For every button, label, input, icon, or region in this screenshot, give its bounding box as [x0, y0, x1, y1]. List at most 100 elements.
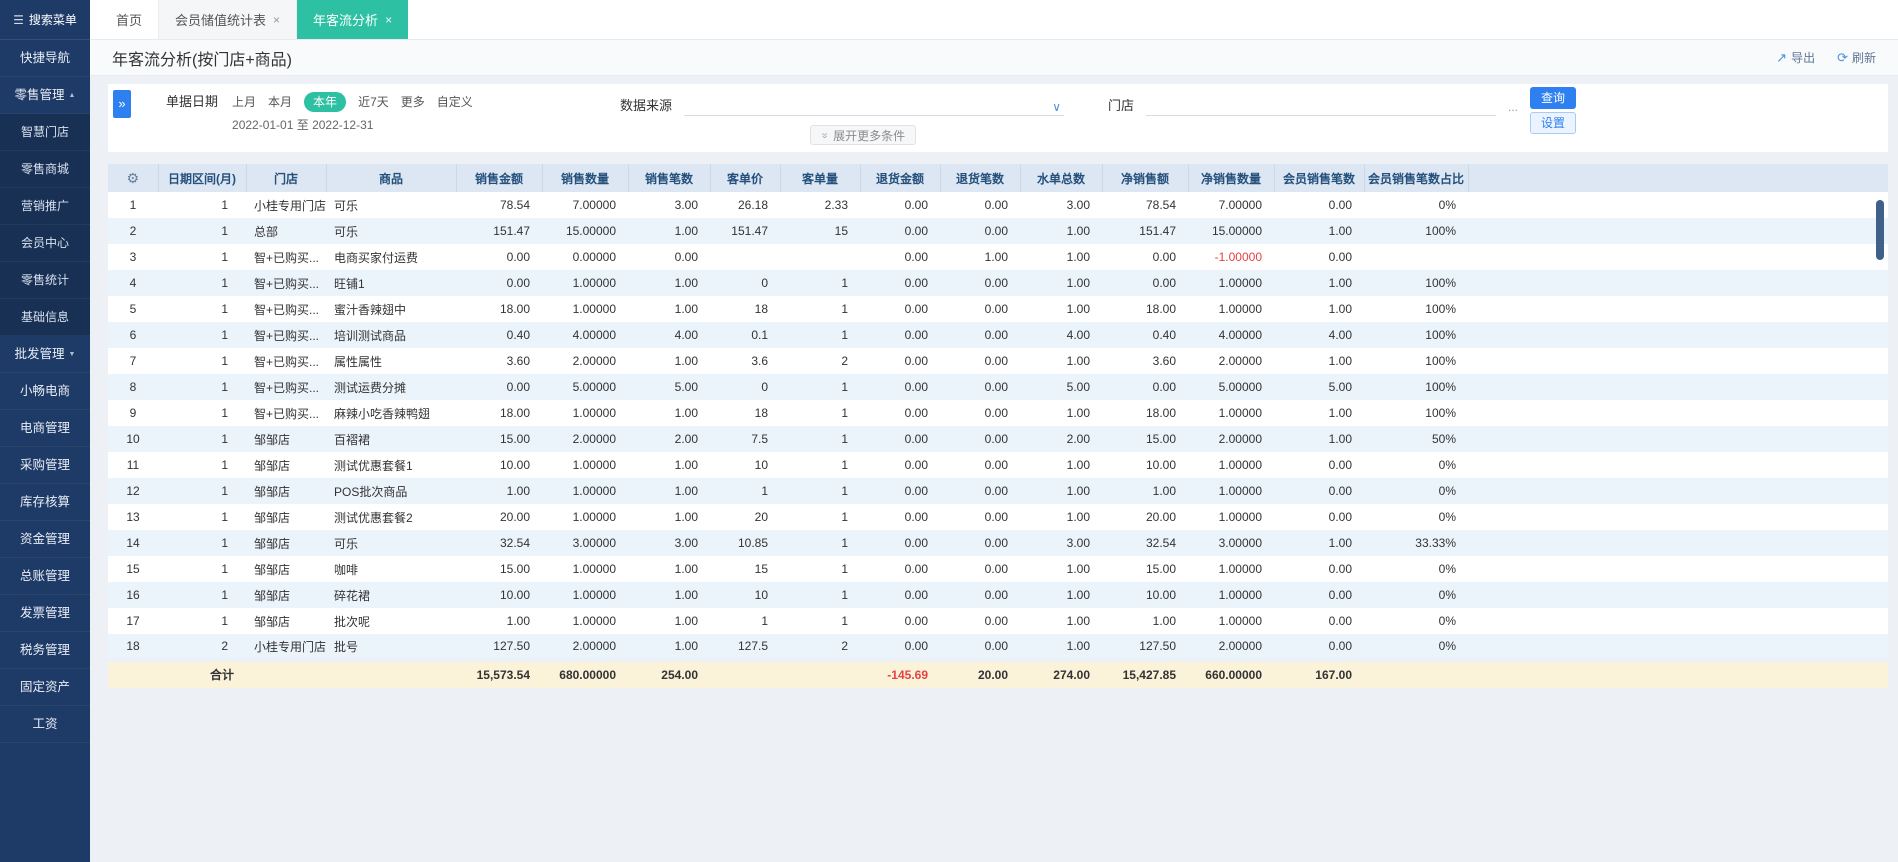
table-row[interactable]: 7 1 智+已购买... 属性属性 3.60 2.00000 1.00 3.6 2 0.00 0.0…	[108, 348, 1888, 374]
vertical-scrollbar-thumb[interactable]	[1876, 200, 1884, 260]
sidebar-item[interactable]: 零售统计	[0, 262, 90, 299]
sidebar-item[interactable]: 电商管理	[0, 410, 90, 447]
column-header[interactable]: 客单量	[780, 164, 861, 192]
column-header[interactable]: 客单价	[710, 164, 781, 192]
column-header[interactable]: 日期区间(月)	[158, 164, 247, 192]
table-row[interactable]: 16 1 邹邹店 碎花裙 10.00 1.00000 1.00 10 1 0.00 0.00 1.00…	[108, 582, 1888, 608]
sidebar-item[interactable]: 快捷导航	[0, 40, 90, 77]
cell-value: 2.00000	[1218, 432, 1262, 446]
store-more-icon[interactable]: ...	[1508, 100, 1519, 114]
sidebar-search-menu[interactable]: ☰ 搜索菜单	[0, 0, 90, 40]
sidebar-item[interactable]: 发票管理	[0, 595, 90, 632]
date-quick-button[interactable]: 近7天	[358, 95, 389, 109]
cell-value: 15.00	[499, 562, 530, 576]
chevron-down-icon[interactable]: ∨	[1052, 100, 1062, 114]
date-quick-button[interactable]: 本月	[268, 95, 293, 109]
query-button[interactable]: 查询	[1530, 87, 1576, 109]
cell-value: 3.60	[506, 354, 530, 368]
cell-value: 18	[754, 302, 768, 316]
sidebar-item[interactable]: 固定资产	[0, 669, 90, 706]
tab-active[interactable]: 年客流分析 ×	[297, 0, 409, 39]
export-button[interactable]: ↗ 导出	[1776, 49, 1815, 66]
sidebar-item[interactable]: 零售商城	[0, 151, 90, 188]
table-row[interactable]: 1 1 小桂专用门店 可乐 78.54 7.00000 3.00 26.18 2.33 0.00 0…	[108, 192, 1888, 218]
store-input[interactable]	[1146, 94, 1497, 116]
close-icon[interactable]: ×	[385, 12, 393, 27]
column-header[interactable]: 商品	[326, 164, 457, 192]
column-header[interactable]: 净销售额	[1102, 164, 1189, 192]
table-row[interactable]: 17 1 邹邹店 批次呢 1.00 1.00000 1.00 1 1 0.00 0.00 1.00 1.…	[108, 608, 1888, 634]
table-row[interactable]: 14 1 邹邹店 可乐 32.54 3.00000 3.00 10.85 1 0.00 0.00 3.…	[108, 530, 1888, 556]
table-row[interactable]: 6 1 智+已购买... 培训测试商品 0.40 4.00000 4.00 0.1 1 0.00 0…	[108, 322, 1888, 348]
cell-value: 1.00000	[572, 510, 616, 524]
expand-more-conditions-button[interactable]: » 展开更多条件	[810, 125, 917, 145]
column-header[interactable]: 退货金额	[860, 164, 941, 192]
sidebar-item[interactable]: 营销推广	[0, 188, 90, 225]
tab-item[interactable]: 首页	[100, 0, 158, 39]
date-quick-button[interactable]: 更多	[400, 95, 425, 109]
sidebar-item[interactable]: 资金管理	[0, 521, 90, 558]
table-row[interactable]: 3 1 智+已购买... 电商买家付运费 0.00 0.00000 0.00 0.00 1.00…	[108, 244, 1888, 270]
column-header[interactable]: 会员销售笔数占比	[1364, 164, 1469, 192]
export-icon: ↗	[1776, 50, 1788, 65]
sidebar-item[interactable]: 批发管理 ▼	[0, 336, 90, 373]
refresh-icon: ⟳	[1837, 50, 1848, 65]
refresh-button[interactable]: ⟳ 刷新	[1837, 49, 1876, 66]
table-row[interactable]: 15 1 邹邹店 咖啡 15.00 1.00000 1.00 15 1 0.00 0.00 1.00 1…	[108, 556, 1888, 582]
cell-value: 151.47	[493, 224, 530, 238]
table-row[interactable]: 4 1 智+已购买... 旺铺1 0.00 1.00000 1.00 0 1 0.00 0.00 1.…	[108, 270, 1888, 296]
table-row[interactable]: 9 1 智+已购买... 麻辣小吃香辣鸭翅 18.00 1.00000 1.00 18 1 0.0…	[108, 400, 1888, 426]
tab-item[interactable]: 会员储值统计表 ×	[158, 0, 298, 39]
cell-filler	[1468, 244, 1888, 270]
cell-filler	[1468, 348, 1888, 374]
sidebar-item[interactable]: 智慧门店	[0, 114, 90, 151]
collapse-panel-button[interactable]: »	[113, 90, 131, 118]
cell-product: 旺铺1	[334, 276, 365, 291]
cell-product: 可乐	[334, 536, 359, 551]
table-row[interactable]: 5 1 智+已购买... 蜜汁香辣翅中 18.00 1.00000 1.00 18 1 0.00 0…	[108, 296, 1888, 322]
close-icon[interactable]: ×	[273, 12, 281, 27]
date-quick-button[interactable]: 自定义	[436, 95, 473, 109]
sidebar-item[interactable]: 小畅电商	[0, 373, 90, 410]
column-header[interactable]: 销售笔数	[628, 164, 711, 192]
column-header[interactable]: 水单总数	[1020, 164, 1103, 192]
date-quick-button[interactable]: 本年	[304, 92, 347, 112]
date-quick-button[interactable]: 上月	[232, 95, 257, 109]
table-row[interactable]: 12 1 邹邹店 POS批次商品 1.00 1.00000 1.00 1 1 0.00 0.00 1.…	[108, 478, 1888, 504]
cell-product: 测试优惠套餐1	[334, 458, 413, 473]
sidebar-item[interactable]: 会员中心	[0, 225, 90, 262]
column-header[interactable]: 会员销售笔数	[1274, 164, 1365, 192]
sidebar-item[interactable]: 总账管理	[0, 558, 90, 595]
column-header[interactable]: 销售金额	[456, 164, 543, 192]
sidebar-item[interactable]: 工资	[0, 706, 90, 743]
data-source-select[interactable]: ∨	[684, 94, 1065, 116]
gear-icon[interactable]: ⚙	[108, 164, 159, 192]
row-number: 12	[126, 484, 140, 498]
table-row[interactable]: 2 1 总部 可乐 151.47 15.00000 1.00 151.47 15 0.00 0.00…	[108, 218, 1888, 244]
cell-value: 0.00	[1328, 250, 1352, 264]
cell-product: 培训测试商品	[334, 328, 407, 343]
cell-value: 1.00	[1328, 536, 1352, 550]
sidebar-item[interactable]: 税务管理	[0, 632, 90, 669]
settings-button[interactable]: 设置	[1530, 112, 1576, 134]
cell-value: -1.00000	[1214, 250, 1262, 264]
cell-value: 18	[754, 406, 768, 420]
sidebar-item[interactable]: 库存核算	[0, 484, 90, 521]
sidebar-item[interactable]: 零售管理 ▲	[0, 77, 90, 114]
sidebar-item[interactable]: 基础信息	[0, 299, 90, 336]
column-header[interactable]: 净销售数量	[1188, 164, 1275, 192]
cell-value: 1	[841, 614, 848, 628]
table-row[interactable]: 18 2 小桂专用门店 批号 127.50 2.00000 1.00 127.5 2 0.00 0.…	[108, 634, 1888, 660]
column-header[interactable]: 退货笔数	[940, 164, 1021, 192]
date-buttons: 上月 本月 本年 近7天 更多 自定义	[232, 92, 473, 112]
column-header[interactable]: 销售数量	[542, 164, 629, 192]
table-row[interactable]: 8 1 智+已购买... 测试运费分摊 0.00 5.00000 5.00 0 1 0.00 0.0…	[108, 374, 1888, 400]
column-header[interactable]: 门店	[246, 164, 327, 192]
table-row[interactable]: 11 1 邹邹店 测试优惠套餐1 10.00 1.00000 1.00 10 1 0.00 0.00…	[108, 452, 1888, 478]
cell-value: 1.00	[674, 588, 698, 602]
sidebar-item[interactable]: 采购管理	[0, 447, 90, 484]
cell-value: 0.00	[904, 380, 928, 394]
table-row[interactable]: 10 1 邹邹店 百褶裙 15.00 2.00000 2.00 7.5 1 0.00 0.00 2.0…	[108, 426, 1888, 452]
table-row[interactable]: 13 1 邹邹店 测试优惠套餐2 20.00 1.00000 1.00 20 1 0.00 0.00…	[108, 504, 1888, 530]
